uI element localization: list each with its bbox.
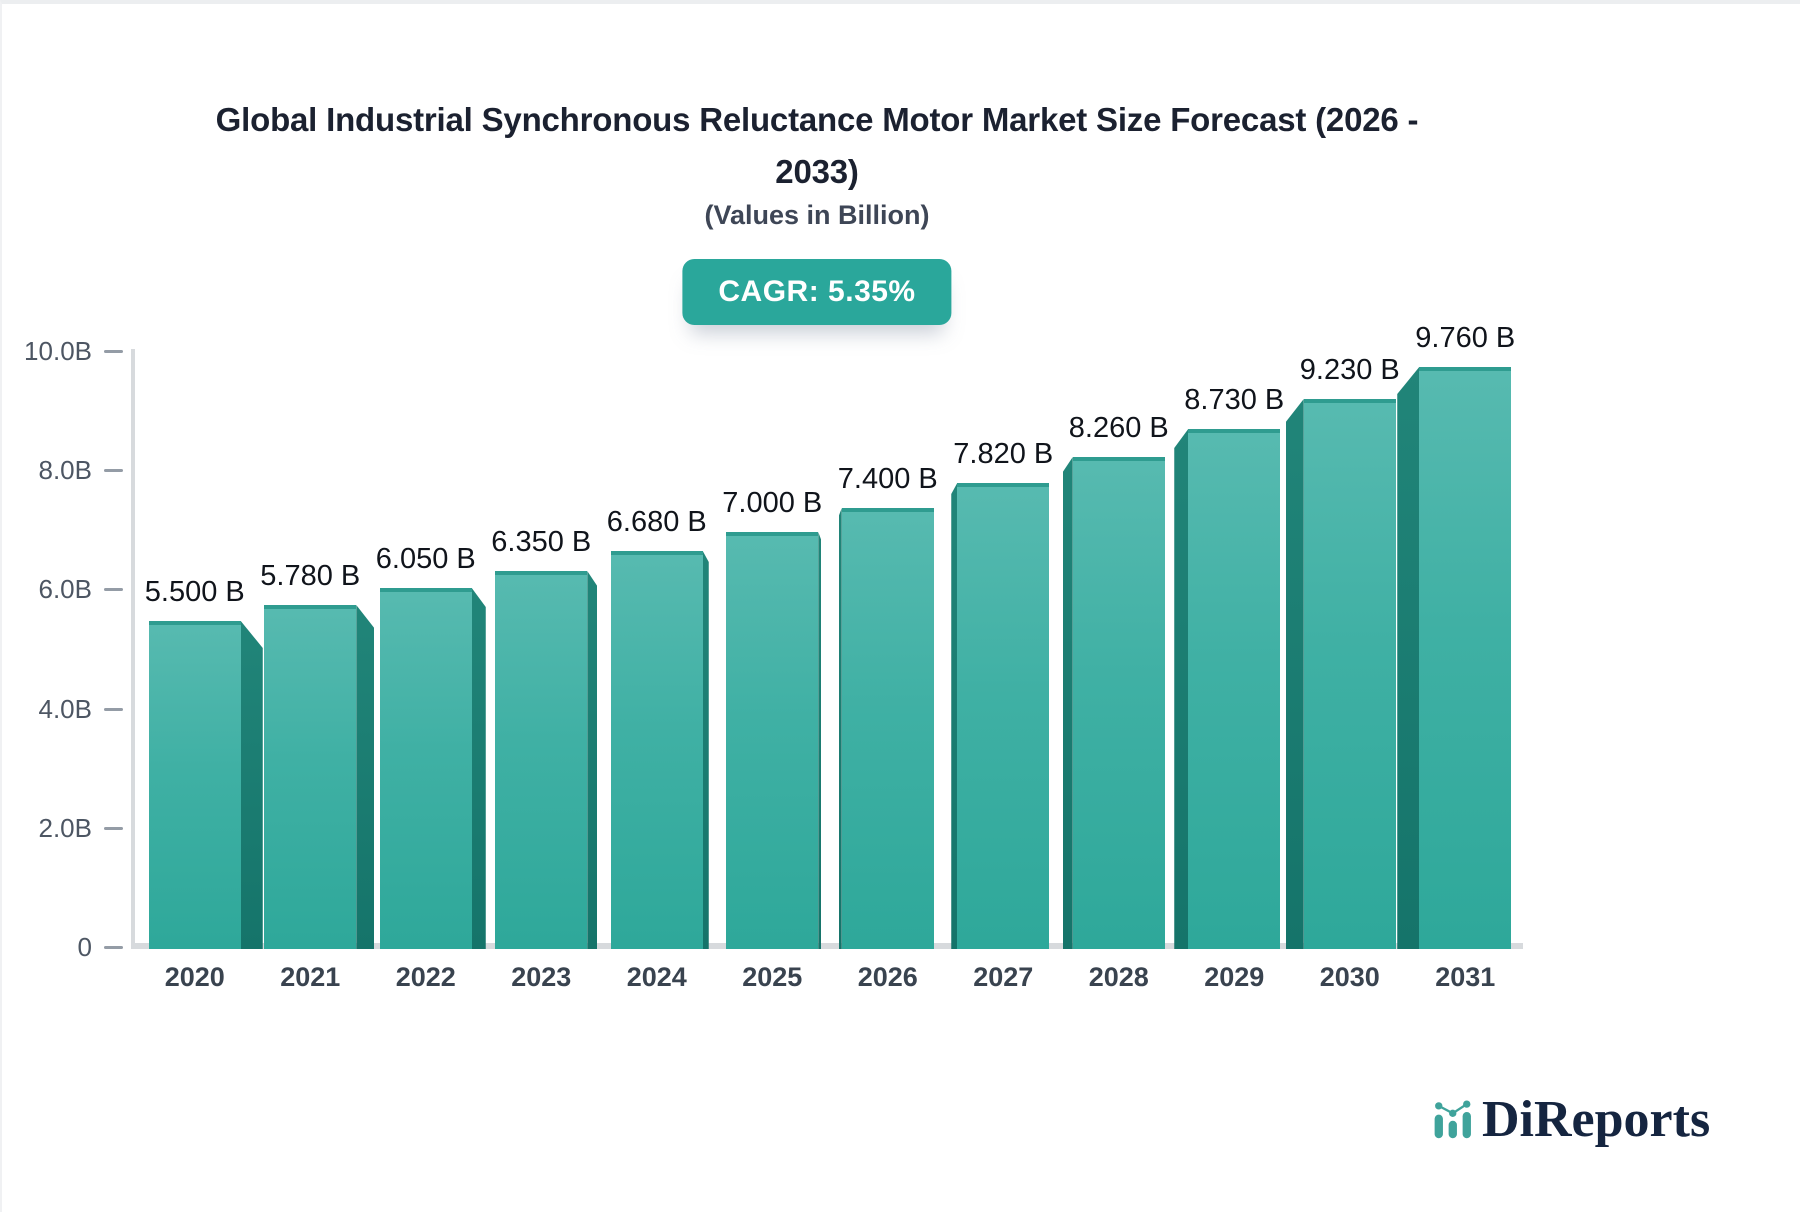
bar-value-label: 6.680 B [606, 506, 707, 538]
bar-2031 [1397, 367, 1512, 949]
y-axis-tick-label: 6.0B [38, 574, 93, 605]
x-axis-label-2024: 2024 [626, 962, 687, 992]
x-axis-label-2025: 2025 [742, 962, 803, 992]
bar-side-face [838, 508, 842, 949]
bar-2029 [1174, 429, 1281, 949]
bar-side-face [471, 588, 486, 949]
y-axis-tick [104, 469, 123, 473]
bar-side-face [356, 605, 375, 949]
y-axis-tick [104, 707, 123, 711]
bar-2020 [148, 621, 263, 949]
chart-subtitle: (Values in Billion) [704, 200, 930, 230]
bar-value-label: 7.000 B [722, 487, 823, 519]
bar-2022 [379, 588, 486, 949]
bar-side-face [587, 571, 598, 949]
x-axis-label-2023: 2023 [511, 962, 572, 992]
y-axis-tick-label: 8.0B [38, 455, 93, 486]
bar-side-face [951, 483, 958, 949]
bar-side-face [1062, 457, 1073, 949]
bar-value-label: 7.400 B [837, 463, 938, 495]
bar-value-label: 5.500 B [144, 576, 245, 608]
x-axis-label-2029: 2029 [1204, 962, 1265, 992]
bar-value-label: 8.730 B [1184, 384, 1285, 416]
chart-title-line2: 2033) [775, 153, 859, 190]
bar-2021 [264, 605, 375, 949]
y-axis-tick-label: 10.0B [24, 336, 92, 366]
bar-side-face [702, 551, 709, 949]
bar-value-label: 6.050 B [375, 543, 476, 575]
y-axis-tick [104, 946, 123, 949]
bar-side-face [818, 532, 822, 949]
bar-side-face [1397, 367, 1420, 949]
mini-bar-chart-logo-icon [1434, 1100, 1471, 1139]
x-axis-label-2026: 2026 [857, 962, 918, 992]
bar-2026 [838, 508, 934, 949]
brand-logo: DiReports [1432, 1091, 1711, 1148]
bar-side-face [1285, 399, 1304, 949]
bar-side-face [1174, 429, 1189, 949]
bar-value-label: 9.230 B [1299, 354, 1400, 386]
x-axis-label-2031: 2031 [1435, 962, 1496, 992]
y-axis-tick-label: 2.0B [38, 812, 93, 843]
x-axis-label-2030: 2030 [1319, 962, 1380, 992]
bar-value-label: 5.780 B [260, 560, 361, 592]
bar-2024 [610, 551, 709, 949]
bar-2028 [1062, 457, 1165, 949]
y-axis-tick [104, 826, 123, 830]
chart-title-line1: Global Industrial Synchronous Reluctance… [215, 101, 1419, 138]
y-axis-line [131, 349, 135, 949]
bar-value-label: 9.760 B [1415, 322, 1516, 354]
x-axis-label-2021: 2021 [280, 962, 341, 992]
x-axis-label-2020: 2020 [164, 962, 225, 992]
bar-2030 [1285, 399, 1396, 949]
bar-value-label: 7.820 B [953, 438, 1054, 470]
y-axis-tick-label: 0 [77, 932, 92, 962]
x-axis-line [131, 943, 1523, 949]
bar-chart-plot-area: 0 2.0B 4.0B 6.0B 8.0B 10.0B 5.500 B 2020 5.780 … [2, 4, 1800, 1212]
brand-name: DiReports [1482, 1091, 1711, 1148]
y-axis-tick [104, 350, 123, 353]
x-axis-label-2028: 2028 [1088, 962, 1149, 992]
bar-value-label: 8.260 B [1068, 412, 1169, 444]
y-axis-tick-label: 4.0B [38, 693, 93, 724]
bar-side-face [240, 621, 263, 949]
y-axis-tick [104, 588, 123, 592]
chart-title: Global Industrial Synchronous Reluctance… [92, 94, 1542, 198]
cagr-badge: CAGR: 5.35% [682, 259, 952, 325]
bar-value-label: 6.350 B [491, 526, 592, 558]
x-axis-label-2022: 2022 [395, 962, 456, 992]
bar-2027 [951, 483, 1050, 949]
x-axis-label-2027: 2027 [973, 962, 1034, 992]
bar-2025 [726, 532, 822, 949]
bar-2023 [495, 571, 598, 949]
